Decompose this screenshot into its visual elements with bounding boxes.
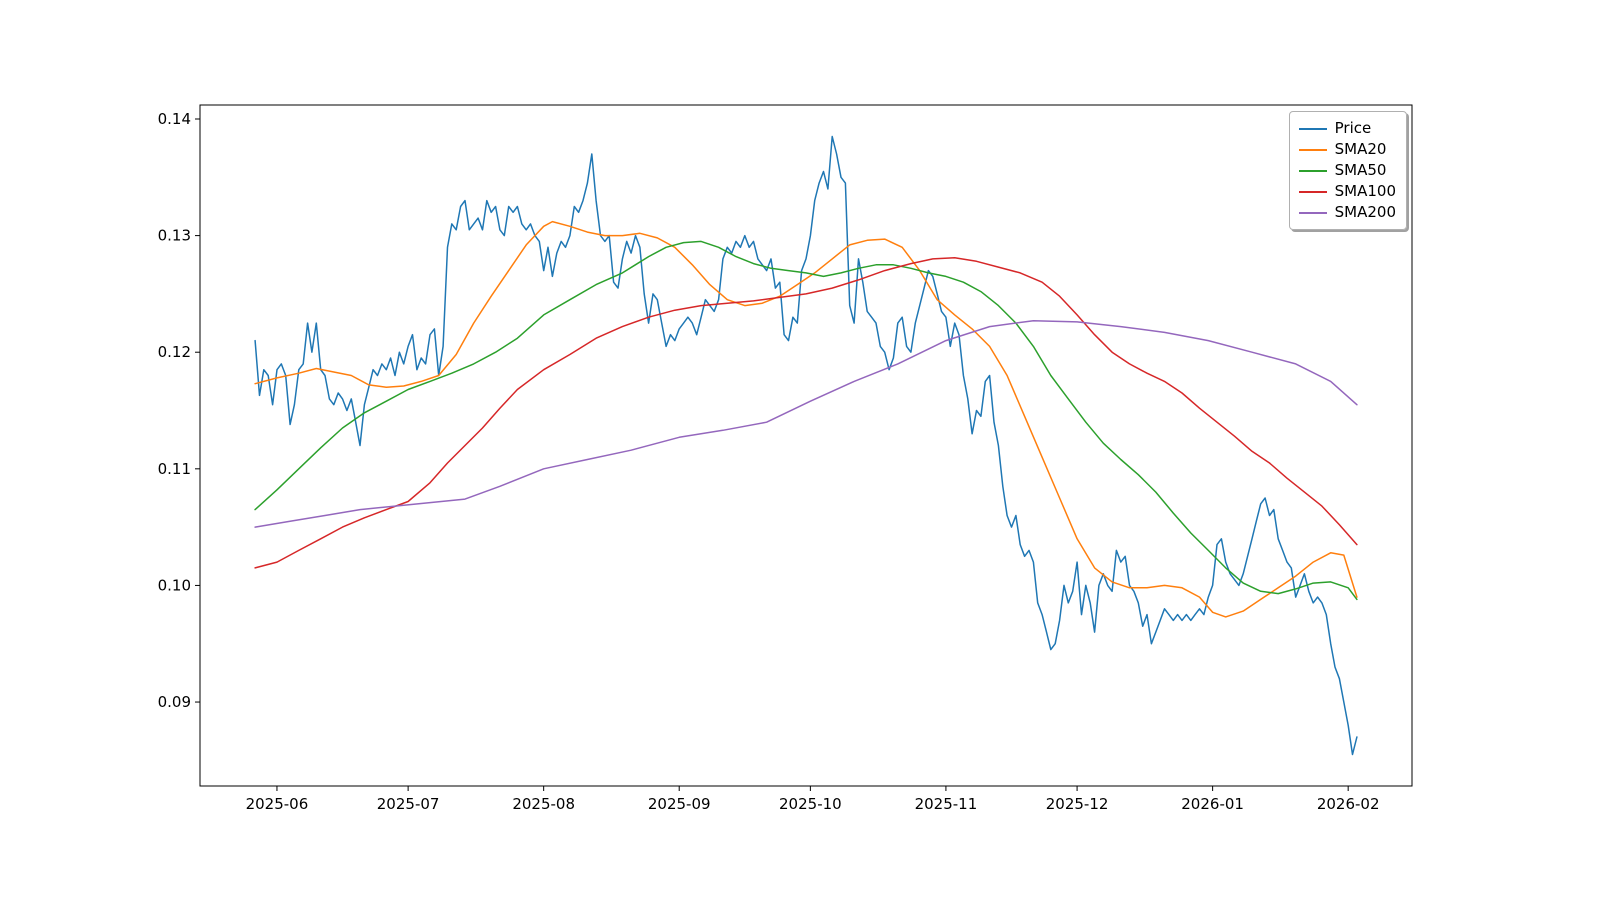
legend-line-swatch [1298, 190, 1327, 193]
x-tick-label: 2025-12 [1046, 795, 1109, 813]
x-tick-label: 2026-01 [1181, 795, 1244, 813]
legend-label: SMA200 [1334, 203, 1396, 221]
x-tick-label: 2025-09 [648, 795, 711, 813]
x-tick-label: 2026-02 [1317, 795, 1380, 813]
legend-line-swatch [1298, 211, 1327, 214]
x-tick-label: 2025-10 [779, 795, 842, 813]
legend-item-sma20: SMA20 [1298, 139, 1396, 160]
legend-item-price: Price [1298, 118, 1396, 139]
y-tick-label: 0.12 [158, 343, 191, 361]
legend: Price SMA20 SMA50 SMA100 SMA200 [1288, 111, 1407, 230]
y-tick-label: 0.09 [158, 693, 191, 711]
plot-frame [199, 104, 1413, 787]
y-tick-label: 0.11 [158, 460, 191, 478]
legend-item-sma200: SMA200 [1298, 202, 1396, 223]
legend-item-sma100: SMA100 [1298, 181, 1396, 202]
sma200-line [254, 319, 1358, 528]
legend-label: SMA50 [1334, 161, 1387, 179]
y-tick-label: 0.14 [158, 110, 191, 128]
legend-item-sma50: SMA50 [1298, 160, 1396, 181]
sma50-line [254, 240, 1358, 601]
legend-line-swatch [1298, 127, 1327, 130]
x-tick-label: 2025-11 [915, 795, 978, 813]
y-tick-label: 0.10 [158, 576, 191, 594]
x-tick-label: 2025-08 [512, 795, 575, 813]
legend-label: Price [1334, 119, 1372, 137]
sma20-line [254, 220, 1358, 618]
legend-line-swatch [1298, 169, 1327, 172]
y-tick-label: 0.13 [158, 227, 191, 245]
x-tick-label: 2025-06 [246, 795, 309, 813]
legend-line-swatch [1298, 148, 1327, 151]
legend-label: SMA100 [1334, 182, 1396, 200]
sma100-line [254, 257, 1358, 569]
legend-label: SMA20 [1334, 140, 1387, 158]
x-tick-label: 2025-07 [377, 795, 440, 813]
price-line [254, 135, 1358, 756]
